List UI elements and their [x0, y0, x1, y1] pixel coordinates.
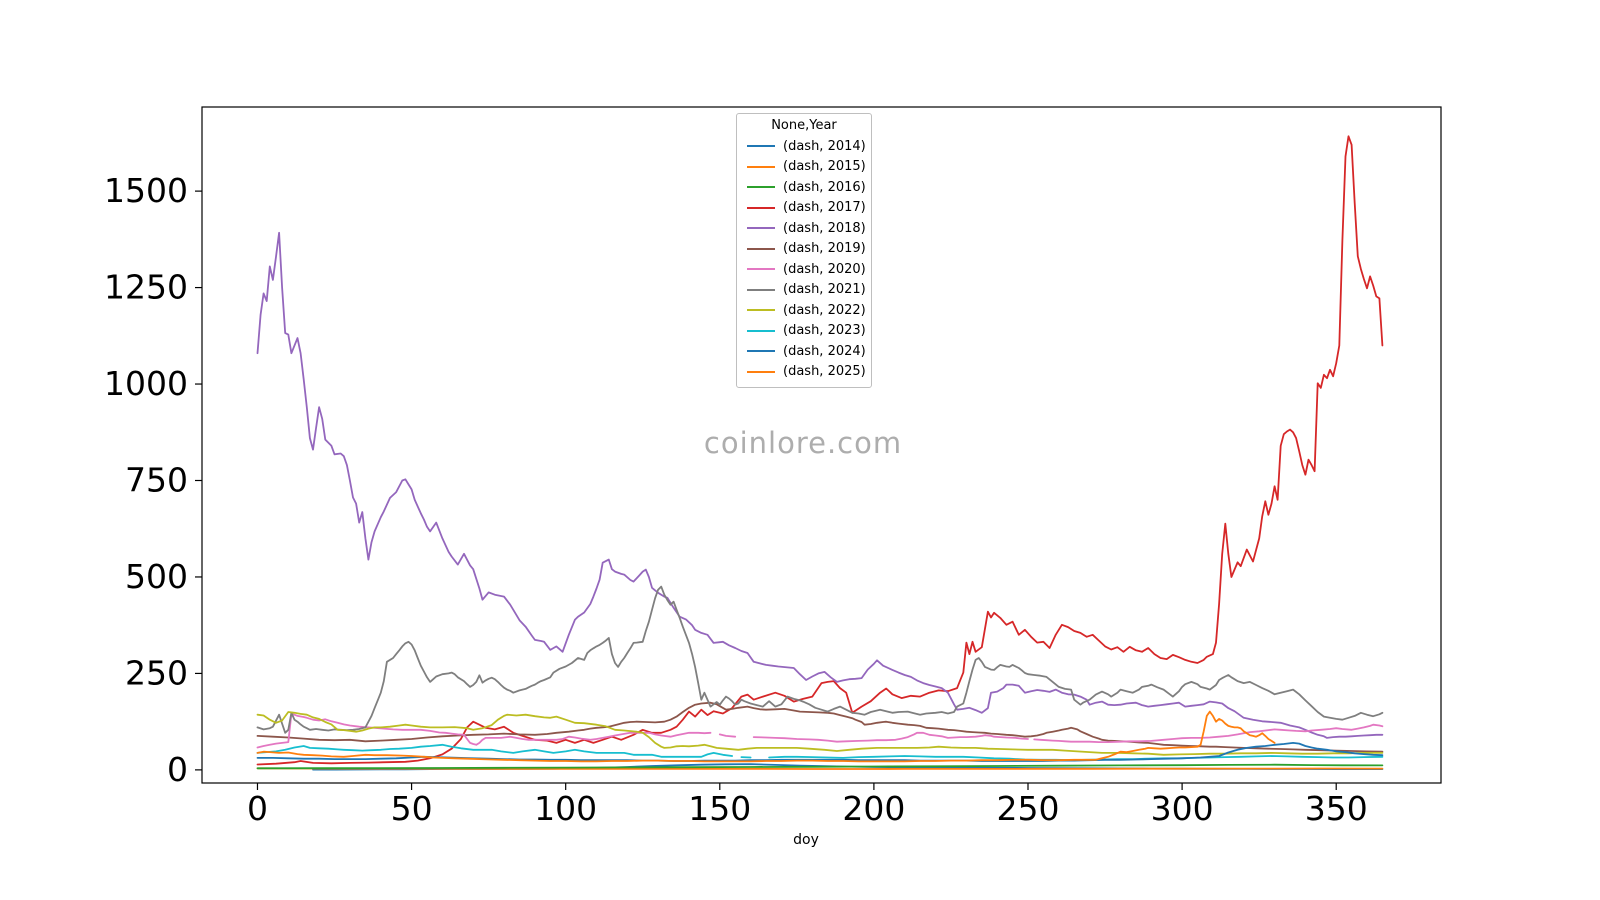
y-tick-label: 0: [167, 750, 188, 789]
y-tick-label: 1500: [104, 171, 188, 210]
y-tick-label: 1000: [104, 364, 188, 403]
series-line-2025: [256, 710, 1276, 763]
legend-item-2018: (dash, 2018): [737, 218, 871, 239]
legend-label: (dash, 2024): [783, 343, 866, 359]
axes-frame: [201, 106, 1442, 784]
legend: None,Year (dash, 2014) (dash, 2015) (dash,…: [736, 113, 872, 388]
legend-label: (dash, 2025): [783, 364, 866, 380]
legend-line-swatch-icon: [747, 350, 775, 353]
legend-item-2019: (dash, 2019): [737, 239, 871, 260]
series-line-2021: [256, 585, 1384, 734]
legend-line-swatch-icon: [747, 370, 775, 373]
x-tick-label: 100: [534, 789, 597, 828]
series-line-2018: [256, 231, 1384, 739]
legend-line-swatch-icon: [747, 145, 775, 148]
y-tick-label: 250: [125, 653, 188, 692]
x-tick-label: 200: [842, 789, 905, 828]
x-tick-label: 250: [997, 789, 1060, 828]
legend-label: (dash, 2014): [783, 138, 866, 154]
watermark: coinlore.com: [703, 426, 903, 460]
legend-label: (dash, 2016): [783, 179, 866, 195]
y-tick-label: 1250: [104, 268, 188, 307]
legend-label: (dash, 2017): [783, 200, 866, 216]
legend-item-2021: (dash, 2021): [737, 280, 871, 301]
legend-line-swatch-icon: [747, 165, 775, 168]
legend-line-swatch-icon: [747, 268, 775, 271]
legend-item-2015: (dash, 2015): [737, 157, 871, 178]
y-tick-label: 500: [125, 557, 188, 596]
legend-label: (dash, 2023): [783, 323, 866, 339]
legend-line-swatch-icon: [747, 309, 775, 312]
legend-item-2023: (dash, 2023): [737, 321, 871, 342]
x-tick-label: 300: [1151, 789, 1214, 828]
x-tick-label: 350: [1305, 789, 1368, 828]
series-line-2017: [256, 135, 1384, 766]
y-tick-label: 750: [125, 460, 188, 499]
x-tick-label: 150: [688, 789, 751, 828]
series-line-2022: [256, 711, 1384, 756]
legend-label: (dash, 2019): [783, 241, 866, 257]
legend-line-swatch-icon: [747, 288, 775, 291]
legend-line-swatch-icon: [747, 186, 775, 189]
legend-item-2020: (dash, 2020): [737, 259, 871, 280]
legend-label: (dash, 2022): [783, 302, 866, 318]
legend-label: (dash, 2021): [783, 282, 866, 298]
x-tick-label: 0: [247, 789, 268, 828]
legend-item-2024: (dash, 2024): [737, 341, 871, 362]
legend-item-2017: (dash, 2017): [737, 198, 871, 219]
legend-label: (dash, 2015): [783, 159, 866, 175]
legend-items: (dash, 2014) (dash, 2015) (dash, 2016) (das…: [737, 136, 871, 382]
legend-title: None,Year: [771, 118, 837, 133]
legend-label: (dash, 2020): [783, 261, 866, 277]
series-line-2020: [256, 713, 1384, 749]
legend-item-2014: (dash, 2014): [737, 136, 871, 157]
legend-line-swatch-icon: [747, 227, 775, 230]
series-line-2016: [256, 763, 1384, 770]
legend-line-swatch-icon: [747, 206, 775, 209]
legend-label: (dash, 2018): [783, 220, 866, 236]
legend-line-swatch-icon: [747, 247, 775, 250]
x-tick-label: 50: [391, 789, 433, 828]
series-line-2019: [256, 701, 1384, 753]
x-axis-label: doy: [793, 832, 819, 848]
legend-line-swatch-icon: [747, 329, 775, 332]
legend-item-2025: (dash, 2025): [737, 362, 871, 383]
legend-item-2022: (dash, 2022): [737, 300, 871, 321]
legend-item-2016: (dash, 2016): [737, 177, 871, 198]
